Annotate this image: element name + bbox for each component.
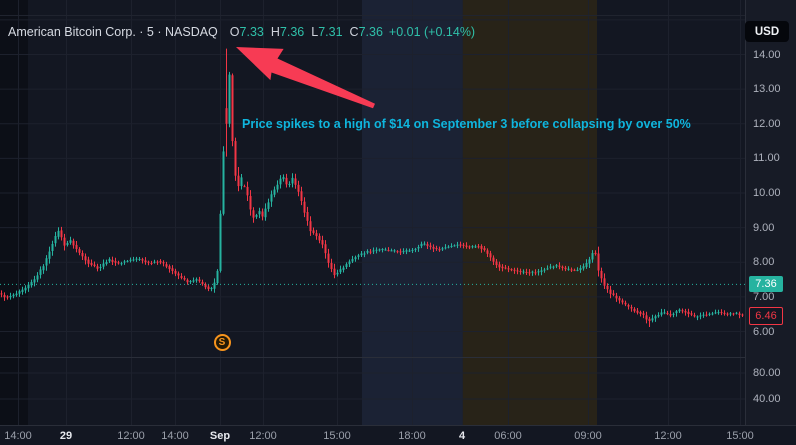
time-tick: 09:00 xyxy=(574,430,602,442)
ohlc-h: H7.36 xyxy=(270,25,305,39)
price-tick: 8.00 xyxy=(753,256,775,269)
time-axis[interactable]: 14:00 29 12:00 14:00 Sep 12:00 15:00 18:00 4 06:0… xyxy=(0,425,796,445)
ohlc-o: O7.33 xyxy=(229,25,264,39)
last-price-badge: 6.46 xyxy=(749,306,783,325)
price-axis[interactable]: 7.36 6.46 14.00 13.00 12.00 11.00 10.00 9.00 8… xyxy=(745,0,796,425)
ohlc-c: C7.36 xyxy=(349,25,383,39)
pane-separator[interactable] xyxy=(0,357,796,358)
split-marker-letter: S xyxy=(218,336,226,348)
price-tick: 6.00 xyxy=(753,325,775,338)
time-tick: 14:00 xyxy=(4,430,32,442)
chart-legend: American Bitcoin Corp. · 5 · NASDAQ O7.3… xyxy=(8,24,475,40)
time-tick: Sep xyxy=(209,430,231,442)
candlestick-layer xyxy=(0,48,744,327)
price-tick: 11.00 xyxy=(753,152,780,165)
split-event-marker[interactable]: S xyxy=(213,333,231,351)
ohlc-values: O7.33 H7.36 L7.31 C7.36 xyxy=(230,25,383,39)
time-tick: 15:00 xyxy=(323,430,351,442)
session-band-prior-session-end xyxy=(0,0,28,425)
volume-tick: 80.00 xyxy=(753,367,781,379)
session-band-premarket xyxy=(462,0,597,425)
time-tick: 12:00 xyxy=(249,430,277,442)
currency-unit-button[interactable]: USD xyxy=(745,21,789,42)
time-tick: 06:00 xyxy=(494,430,522,442)
price-tick: 9.00 xyxy=(753,221,775,234)
change-value: +0.01 (+0.14%) xyxy=(388,25,476,39)
price-tick: 10.00 xyxy=(753,187,781,199)
red-arrow-drawing[interactable] xyxy=(236,47,375,109)
annotation-text[interactable]: Price spikes to a high of $14 on Septemb… xyxy=(242,117,691,131)
time-tick: 12:00 xyxy=(117,430,145,442)
gridlines xyxy=(0,0,745,425)
price-tick: 13.00 xyxy=(753,83,781,96)
time-tick: 18:00 xyxy=(398,430,426,442)
time-tick: 14:00 xyxy=(161,430,189,442)
volume-tick: 40.00 xyxy=(753,393,781,405)
time-tick: 4 xyxy=(458,430,466,442)
chart-top-border xyxy=(0,15,796,16)
time-tick: 15:00 xyxy=(726,430,754,442)
price-tick: 14.00 xyxy=(753,48,781,61)
price-tick: 7.00 xyxy=(753,290,775,303)
time-tick: 29 xyxy=(59,430,73,442)
time-tick: 12:00 xyxy=(654,430,682,442)
symbol-title[interactable]: American Bitcoin Corp. · 5 · NASDAQ xyxy=(8,25,218,39)
ohlc-l: L7.31 xyxy=(311,25,343,39)
price-tick: 12.00 xyxy=(753,117,781,130)
marked-price-badge: 7.36 xyxy=(749,276,783,293)
